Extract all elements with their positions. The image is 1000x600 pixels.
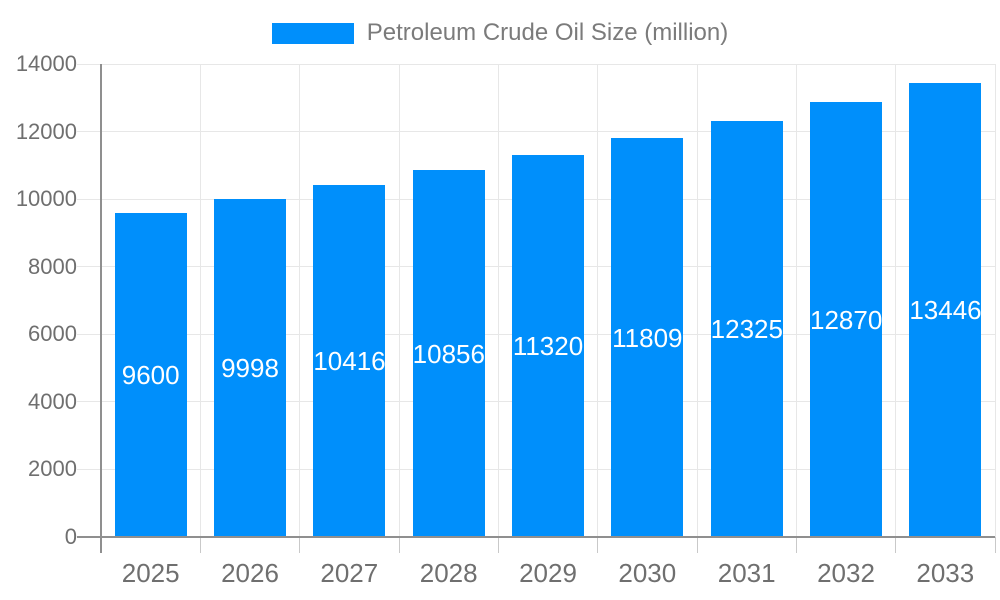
bar [214, 199, 286, 537]
legend-color-swatch [271, 22, 354, 44]
x-axis-tick [895, 537, 897, 553]
x-axis-tick-label: 2028 [419, 558, 478, 588]
v-gridline [795, 64, 797, 537]
bar [114, 212, 187, 537]
legend-series-label: Petroleum Crude Oil Size (million) [366, 19, 729, 46]
x-axis-tick-label: 2032 [817, 558, 875, 588]
v-gridline [497, 64, 499, 537]
y-axis-tick-label: 6000 [28, 321, 77, 347]
y-axis-tick-label: 10000 [15, 186, 77, 212]
bar-value-label: 12325 [710, 313, 783, 344]
y-axis-tick-label: 2000 [28, 456, 77, 482]
v-gridline [299, 64, 301, 537]
bar [512, 154, 584, 537]
x-axis-tick [597, 537, 599, 553]
bar-value-label: 13446 [909, 294, 982, 325]
x-axis-tick-label: 2030 [618, 558, 677, 588]
bar-value-label: 11809 [612, 322, 683, 353]
x-axis-tick-label: 2033 [916, 558, 975, 588]
x-axis-tick-label: 2031 [717, 558, 776, 588]
h-gridline [77, 63, 995, 65]
legend-item[interactable]: Petroleum Crude Oil Size (million) [271, 19, 729, 46]
x-axis-tick [398, 537, 400, 553]
bar-value-label: 10856 [412, 338, 485, 369]
bar [810, 102, 882, 537]
v-gridline [696, 64, 698, 537]
bar-value-label: 11320 [512, 330, 584, 361]
bar [909, 82, 982, 537]
v-gridline [398, 64, 400, 537]
y-axis-tick-label: 8000 [28, 253, 77, 279]
y-axis-tick-label: 14000 [15, 51, 77, 76]
plot-area: 9600 9998 10416 10856 11320 11809 12325 12870 13… [77, 63, 996, 553]
y-axis-tick-label: 12000 [15, 118, 77, 144]
x-axis-tick [994, 537, 996, 553]
h-gridline [77, 131, 995, 133]
bar [412, 170, 485, 537]
bar [710, 120, 783, 537]
x-axis-tick [497, 537, 499, 553]
y-axis-line [100, 64, 102, 553]
x-axis-tick [795, 537, 797, 553]
x-axis-tick-label: 2026 [221, 558, 279, 588]
x-axis-tick [696, 537, 698, 553]
v-gridline [597, 64, 599, 537]
v-gridline [895, 64, 897, 537]
bar-value-label: 9600 [121, 359, 180, 390]
bar-value-label: 9998 [221, 353, 279, 384]
x-axis-tick-label: 2025 [121, 558, 180, 588]
chart-legend: Petroleum Crude Oil Size (million) [0, 20, 1000, 46]
bar-value-label: 10416 [313, 346, 386, 377]
v-gridline [994, 64, 996, 537]
bar-value-label: 12870 [810, 304, 883, 335]
y-axis-tick-label: 0 [64, 524, 77, 549]
x-axis-tick-label: 2029 [519, 558, 577, 588]
x-axis-tick-label: 2027 [320, 558, 379, 588]
v-gridline [199, 64, 201, 537]
bar [611, 138, 684, 537]
x-axis-tick [199, 537, 201, 553]
y-axis-tick-label: 4000 [28, 388, 77, 414]
x-axis-line [77, 536, 995, 538]
bar [313, 185, 386, 537]
x-axis-tick [299, 537, 301, 553]
